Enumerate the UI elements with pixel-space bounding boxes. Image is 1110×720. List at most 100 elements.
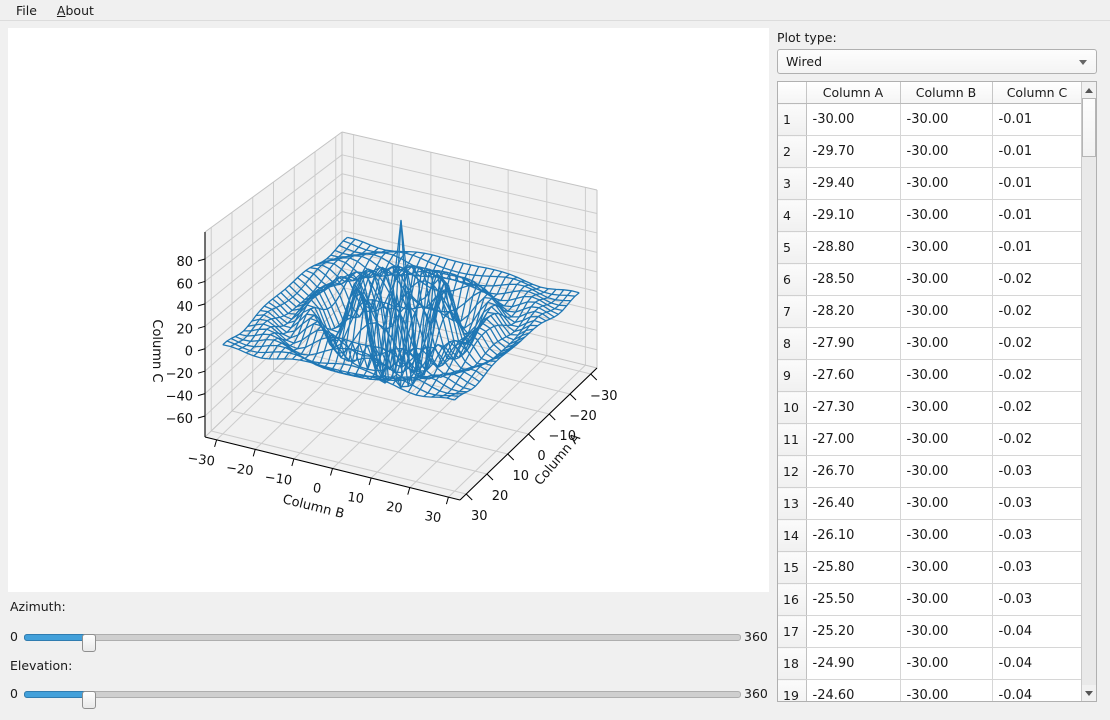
cell-column-a[interactable]: -27.00: [806, 423, 901, 456]
cell-column-b[interactable]: -30.00: [900, 103, 993, 136]
cell-column-c[interactable]: -0.01: [992, 135, 1083, 168]
row-number[interactable]: 17: [778, 615, 807, 648]
cell-column-c[interactable]: -0.03: [992, 519, 1083, 552]
row-number[interactable]: 16: [778, 583, 807, 616]
cell-column-a[interactable]: -25.20: [806, 615, 901, 648]
row-number[interactable]: 5: [778, 231, 807, 264]
row-number[interactable]: 12: [778, 455, 807, 488]
cell-column-c[interactable]: -0.02: [992, 391, 1083, 424]
row-number[interactable]: 4: [778, 199, 807, 232]
plot-type-value: Wired: [786, 54, 823, 69]
elevation-slider[interactable]: 0 360: [0, 685, 769, 709]
scrollbar-up-button[interactable]: [1082, 82, 1096, 98]
column-c-header[interactable]: Column C: [992, 82, 1083, 104]
azimuth-slider[interactable]: 0 360: [0, 628, 769, 652]
cell-column-c[interactable]: -0.03: [992, 487, 1083, 520]
cell-column-c[interactable]: -0.02: [992, 327, 1083, 360]
row-number[interactable]: 1: [778, 103, 807, 136]
row-number[interactable]: 18: [778, 647, 807, 680]
cell-column-b[interactable]: -30.00: [900, 551, 993, 584]
cell-column-b[interactable]: -30.00: [900, 487, 993, 520]
cell-column-a[interactable]: -29.10: [806, 199, 901, 232]
cell-column-a[interactable]: -28.50: [806, 263, 901, 296]
table-row: 13 -26.40 -30.00 -0.03: [778, 487, 1083, 520]
cell-column-b[interactable]: -30.00: [900, 231, 993, 264]
column-a-header[interactable]: Column A: [806, 82, 901, 104]
column-b-header[interactable]: Column B: [900, 82, 993, 104]
row-number[interactable]: 13: [778, 487, 807, 520]
row-number[interactable]: 10: [778, 391, 807, 424]
cell-column-a[interactable]: -25.50: [806, 583, 901, 616]
menu-item-about[interactable]: About: [56, 2, 94, 18]
cell-column-a[interactable]: -30.00: [806, 103, 901, 136]
cell-column-a[interactable]: -29.70: [806, 135, 901, 168]
plot-type-combobox[interactable]: Wired: [777, 49, 1097, 74]
cell-column-c[interactable]: -0.01: [992, 103, 1083, 136]
cell-column-c[interactable]: -0.03: [992, 551, 1083, 584]
cell-column-b[interactable]: -30.00: [900, 647, 993, 680]
cell-column-b[interactable]: -30.00: [900, 679, 993, 701]
cell-column-b[interactable]: -30.00: [900, 199, 993, 232]
row-number[interactable]: 15: [778, 551, 807, 584]
cell-column-a[interactable]: -28.20: [806, 295, 901, 328]
cell-column-a[interactable]: -26.10: [806, 519, 901, 552]
cell-column-a[interactable]: -26.40: [806, 487, 901, 520]
row-number[interactable]: 11: [778, 423, 807, 456]
table-row: 16 -25.50 -30.00 -0.03: [778, 583, 1083, 616]
scrollbar-down-button[interactable]: [1082, 685, 1096, 701]
cell-column-b[interactable]: -30.00: [900, 423, 993, 456]
cell-column-b[interactable]: -30.00: [900, 135, 993, 168]
row-number[interactable]: 19: [778, 679, 807, 701]
azimuth-slider-handle[interactable]: [82, 634, 96, 652]
cell-column-a[interactable]: -26.70: [806, 455, 901, 488]
cell-column-b[interactable]: -30.00: [900, 455, 993, 488]
cell-column-c[interactable]: -0.02: [992, 359, 1083, 392]
table-corner-cell[interactable]: [778, 82, 807, 104]
table-row: 9 -27.60 -30.00 -0.02: [778, 359, 1083, 392]
cell-column-b[interactable]: -30.00: [900, 327, 993, 360]
cell-column-c[interactable]: -0.04: [992, 647, 1083, 680]
azimuth-slider-track[interactable]: [24, 634, 741, 652]
cell-column-b[interactable]: -30.00: [900, 263, 993, 296]
cell-column-c[interactable]: -0.02: [992, 263, 1083, 296]
row-number[interactable]: 7: [778, 295, 807, 328]
row-number[interactable]: 9: [778, 359, 807, 392]
cell-column-b[interactable]: -30.00: [900, 583, 993, 616]
plot-canvas[interactable]: −30−20−100102030−30−20−10010203080604020…: [8, 28, 769, 592]
cell-column-b[interactable]: -30.00: [900, 295, 993, 328]
cell-column-a[interactable]: -24.60: [806, 679, 901, 701]
cell-column-c[interactable]: -0.02: [992, 423, 1083, 456]
elevation-slider-track[interactable]: [24, 691, 741, 709]
table-scrollbar[interactable]: [1081, 82, 1096, 701]
cell-column-a[interactable]: -25.80: [806, 551, 901, 584]
scrollbar-thumb[interactable]: [1082, 98, 1096, 157]
table-row: 1 -30.00 -30.00 -0.01: [778, 103, 1083, 136]
elevation-slider-handle[interactable]: [82, 691, 96, 709]
row-number[interactable]: 6: [778, 263, 807, 296]
cell-column-a[interactable]: -27.90: [806, 327, 901, 360]
row-number[interactable]: 3: [778, 167, 807, 200]
cell-column-c[interactable]: -0.04: [992, 679, 1083, 701]
cell-column-c[interactable]: -0.03: [992, 583, 1083, 616]
cell-column-c[interactable]: -0.01: [992, 231, 1083, 264]
row-number[interactable]: 2: [778, 135, 807, 168]
cell-column-a[interactable]: -24.90: [806, 647, 901, 680]
row-number[interactable]: 14: [778, 519, 807, 552]
cell-column-c[interactable]: -0.02: [992, 295, 1083, 328]
cell-column-b[interactable]: -30.00: [900, 519, 993, 552]
menu-item-file[interactable]: File: [16, 2, 37, 18]
cell-column-c[interactable]: -0.04: [992, 615, 1083, 648]
cell-column-c[interactable]: -0.01: [992, 199, 1083, 232]
cell-column-b[interactable]: -30.00: [900, 167, 993, 200]
cell-column-c[interactable]: -0.03: [992, 455, 1083, 488]
cell-column-b[interactable]: -30.00: [900, 615, 993, 648]
cell-column-c[interactable]: -0.01: [992, 167, 1083, 200]
cell-column-b[interactable]: -30.00: [900, 359, 993, 392]
tick-label: −30: [186, 451, 215, 470]
cell-column-a[interactable]: -27.30: [806, 391, 901, 424]
cell-column-a[interactable]: -27.60: [806, 359, 901, 392]
cell-column-a[interactable]: -28.80: [806, 231, 901, 264]
cell-column-b[interactable]: -30.00: [900, 391, 993, 424]
row-number[interactable]: 8: [778, 327, 807, 360]
cell-column-a[interactable]: -29.40: [806, 167, 901, 200]
